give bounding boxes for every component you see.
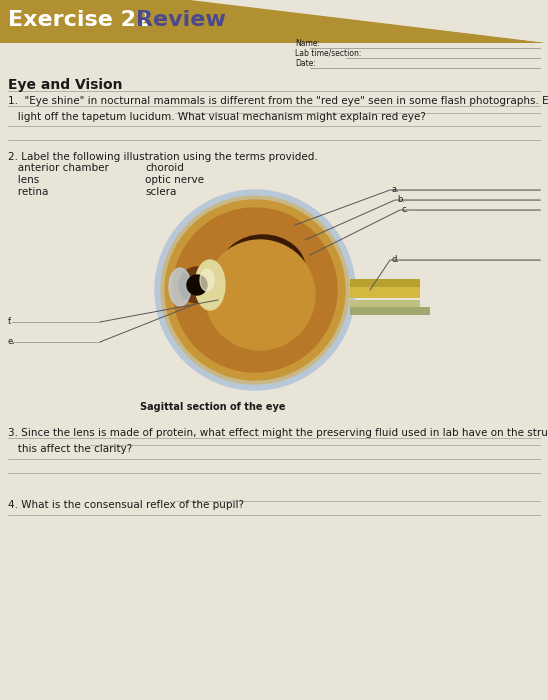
Ellipse shape: [213, 218, 307, 293]
Circle shape: [187, 275, 207, 295]
Text: Review: Review: [136, 10, 226, 31]
Ellipse shape: [169, 268, 191, 306]
FancyBboxPatch shape: [350, 279, 420, 287]
Text: retina: retina: [8, 187, 48, 197]
Text: lens: lens: [8, 175, 39, 185]
Text: anterior chamber: anterior chamber: [8, 163, 109, 173]
Circle shape: [179, 267, 215, 303]
Text: light off the tapetum lucidum. What visual mechanism might explain red eye?: light off the tapetum lucidum. What visu…: [8, 112, 426, 122]
Polygon shape: [200, 0, 548, 43]
Circle shape: [161, 196, 349, 384]
Polygon shape: [190, 0, 548, 43]
Text: a.: a.: [392, 185, 399, 193]
Text: Sagittal section of the eye: Sagittal section of the eye: [140, 402, 286, 412]
FancyBboxPatch shape: [350, 284, 420, 298]
Text: f.: f.: [8, 316, 13, 326]
Text: Date:: Date:: [295, 59, 316, 68]
Ellipse shape: [195, 260, 225, 310]
Text: 1.  "Eye shine" in nocturnal mammals is different from the "red eye" seen in som: 1. "Eye shine" in nocturnal mammals is d…: [8, 96, 548, 106]
Text: Eye and Vision: Eye and Vision: [8, 78, 123, 92]
Text: this affect the clarity?: this affect the clarity?: [8, 444, 132, 454]
Circle shape: [173, 208, 337, 372]
Text: optic nerve: optic nerve: [145, 175, 204, 185]
Ellipse shape: [220, 235, 305, 305]
Text: 4. What is the consensual reflex of the pupil?: 4. What is the consensual reflex of the …: [8, 500, 244, 510]
Text: d.: d.: [392, 255, 400, 263]
Text: choroid: choroid: [145, 163, 184, 173]
Polygon shape: [0, 0, 548, 43]
Ellipse shape: [200, 269, 214, 291]
Text: Lab time/section:: Lab time/section:: [295, 49, 361, 58]
Text: b.: b.: [397, 195, 405, 204]
Text: c.: c.: [402, 204, 409, 214]
Text: e.: e.: [8, 337, 16, 346]
Circle shape: [165, 200, 345, 380]
Text: 3. Since the lens is made of protein, what effect might the preserving fluid use: 3. Since the lens is made of protein, wh…: [8, 428, 548, 438]
Text: Exercise 22: Exercise 22: [8, 10, 151, 31]
Circle shape: [155, 190, 355, 390]
FancyBboxPatch shape: [350, 307, 430, 315]
Text: Name:: Name:: [295, 39, 320, 48]
Text: 2. Label the following illustration using the terms provided.: 2. Label the following illustration usin…: [8, 152, 318, 162]
Circle shape: [205, 240, 315, 350]
Text: sclera: sclera: [145, 187, 176, 197]
FancyBboxPatch shape: [350, 300, 420, 310]
